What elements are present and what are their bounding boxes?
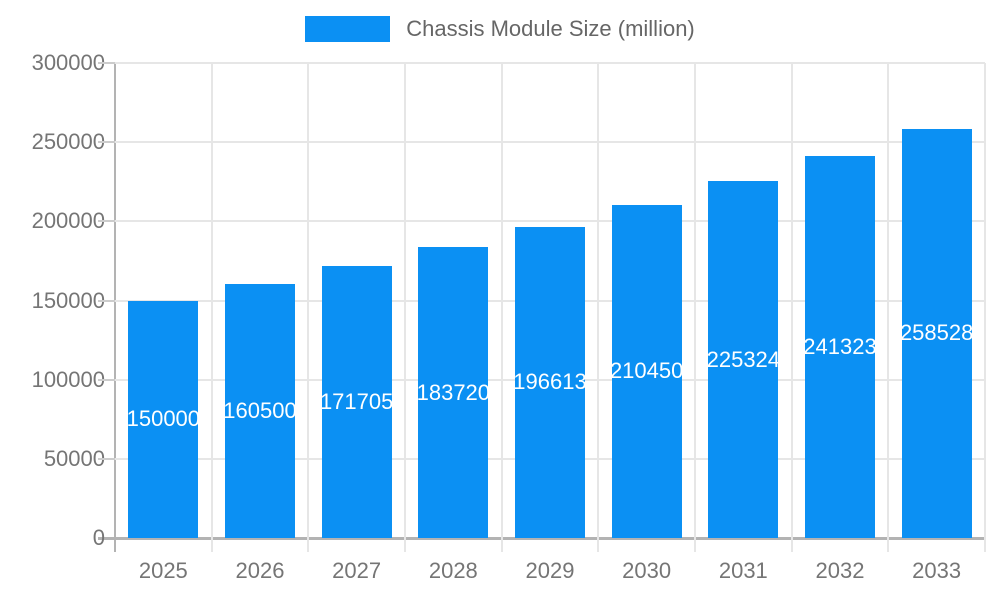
y-tick-label: 200000 [31,208,105,234]
x-axis-line [98,537,985,540]
legend-label: Chassis Module Size (million) [406,16,695,41]
bar-value-label: 171705 [321,389,392,415]
bar-value-label: 196613 [515,369,585,395]
bar-2031[interactable]: 225324 [708,181,779,538]
y-axis-tick [98,378,115,381]
y-axis-line [114,63,116,552]
v-gridline [984,63,986,552]
bar-value-label: 160500 [225,397,295,423]
y-tick-label: 0 [92,525,105,550]
bar-value-label: 241323 [805,333,875,359]
x-tick-label: 2033 [912,558,962,583]
v-gridline [210,63,213,552]
bar-2025[interactable]: 150000 [128,300,199,538]
bar-value-label: 210450 [611,358,682,384]
x-tick-label: 2026 [235,558,285,583]
x-tick-label: 2029 [525,558,575,583]
x-tick-label: 2028 [428,558,478,583]
y-tick-label: 250000 [31,129,105,155]
v-gridline [307,63,310,552]
v-gridline [404,63,406,552]
bar-2028[interactable]: 183720 [418,247,489,538]
bar-value-label: 258528 [901,320,972,346]
bar-2030[interactable]: 210450 [611,204,682,538]
x-tick-label: 2030 [622,558,672,583]
bar-value-label: 225324 [708,346,779,372]
v-gridline [500,63,503,552]
v-gridline [694,63,696,552]
x-tick-label: 2025 [138,558,188,583]
bar-value-label: 183720 [418,379,489,405]
x-tick-label: 2032 [815,558,865,583]
bar-2026[interactable]: 160500 [225,283,295,538]
h-gridline [115,220,985,223]
bar-2032[interactable]: 241323 [805,155,875,538]
y-axis-tick [98,62,115,64]
v-gridline [887,63,890,552]
y-tick-label: 50000 [43,445,105,471]
v-gridline [597,63,600,552]
x-tick-label: 2031 [718,558,768,583]
plot-area: 150000 160500 171705 183720 196613 210450 2253… [115,62,986,552]
h-gridline [115,62,985,64]
bar-2027[interactable]: 171705 [321,266,392,538]
y-axis-tick [98,141,115,144]
y-tick-label: 150000 [31,287,105,313]
bar-2033[interactable]: 258528 [901,128,972,538]
bar-value-label: 150000 [128,406,199,432]
legend-swatch [305,16,391,42]
x-tick-label: 2027 [332,558,382,583]
legend[interactable]: Chassis Module Size (million) [0,16,1000,42]
v-gridline [790,63,793,552]
y-tick-label: 300000 [31,50,105,75]
y-axis-tick [98,299,115,302]
y-axis-tick [98,457,115,460]
y-tick-label: 100000 [31,366,105,392]
y-axis-tick [98,220,115,223]
h-gridline [115,141,985,144]
bar-2029[interactable]: 196613 [515,226,585,538]
